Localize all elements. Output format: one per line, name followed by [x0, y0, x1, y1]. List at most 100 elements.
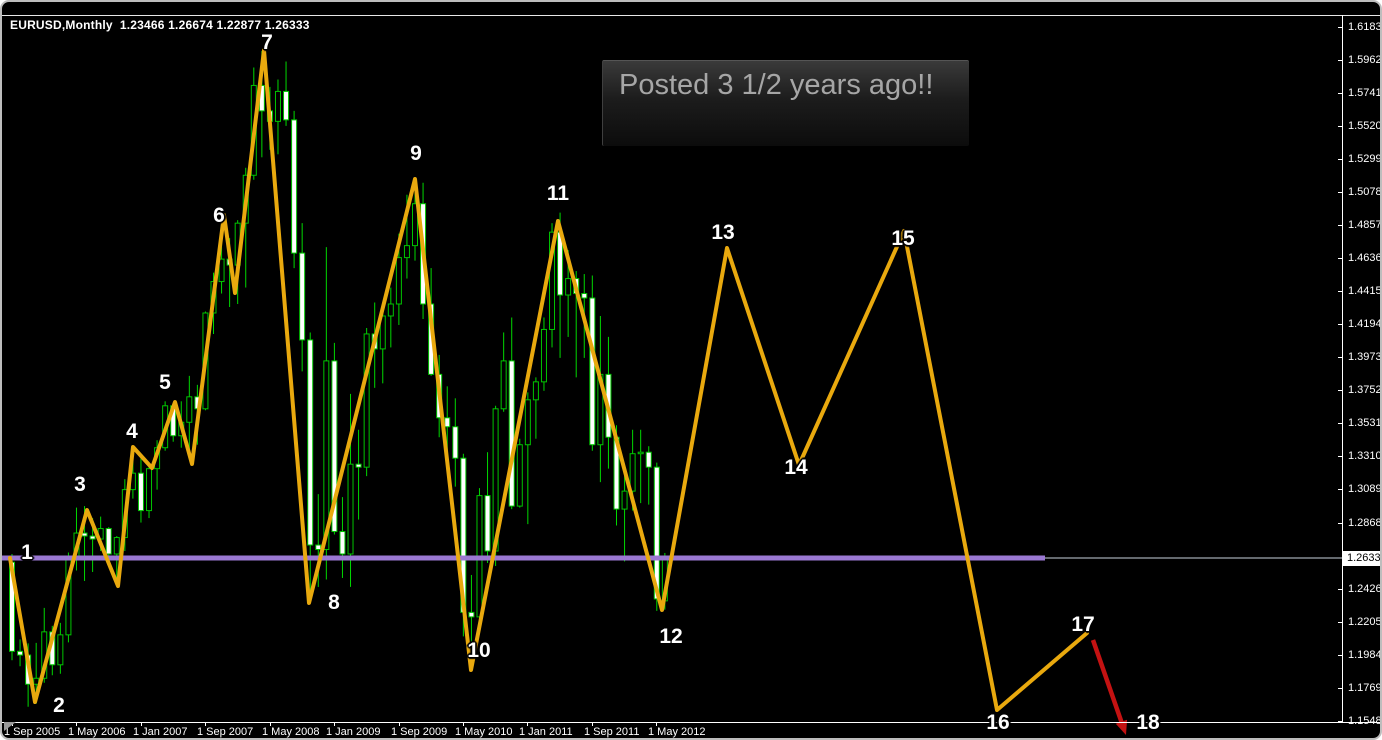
price-tick-dash: [1338, 721, 1342, 722]
zigzag-point-label-14: 14: [784, 456, 808, 479]
zigzag-pattern-line[interactable]: [8, 48, 1089, 712]
price-tick-dash: [1338, 60, 1342, 61]
price-tick-label: 1.22050: [1348, 616, 1382, 628]
bear-candle-body: [283, 90, 290, 121]
price-tick-label: 1.55200: [1348, 120, 1382, 132]
price-tick-label: 1.48570: [1348, 219, 1382, 231]
price-tick-dash: [1338, 126, 1342, 127]
price-tick-dash: [1338, 589, 1342, 590]
bear-candle-body: [645, 451, 652, 468]
price-tick-dash: [1338, 159, 1342, 160]
date-tick-label: 1 Jan 2009: [326, 726, 381, 738]
bear-candle-body: [355, 463, 362, 468]
date-tick-dash: [527, 722, 528, 726]
price-tick-dash: [1338, 27, 1342, 28]
date-tick-dash: [270, 722, 271, 726]
zigzag-point-label-18: 18: [1136, 711, 1160, 734]
price-tick-dash: [1338, 489, 1342, 490]
date-tick-label: 1 May 2012: [648, 726, 706, 738]
bear-candle-body: [105, 528, 112, 555]
zigzag-point-label-6: 6: [213, 204, 225, 227]
support-resistance-line[interactable]: [2, 555, 1045, 561]
price-tick-label: 1.50780: [1348, 186, 1382, 198]
zigzag-point-label-5: 5: [159, 371, 171, 394]
bear-candle-body: [81, 532, 88, 537]
zigzag-point-label-16: 16: [986, 711, 1010, 734]
forecast-arrow-head: [1115, 719, 1128, 735]
price-tick-dash: [1338, 390, 1342, 391]
bull-candle-body: [57, 634, 64, 666]
price-tick-dash: [1338, 291, 1342, 292]
zigzag-point-label-9: 9: [410, 142, 422, 165]
price-tick-label: 1.15485: [1348, 715, 1382, 727]
date-tick-label: 1 May 2006: [68, 726, 126, 738]
date-tick-label: 1 May 2008: [262, 726, 320, 738]
price-tick-dash: [1338, 357, 1342, 358]
price-tick-label: 1.33100: [1348, 450, 1382, 462]
bear-candle-body: [468, 611, 475, 618]
bull-candle-body: [33, 677, 40, 685]
price-axis-border: [1342, 15, 1343, 723]
price-tick-label: 1.59620: [1348, 54, 1382, 66]
bull-candle-body: [403, 245, 410, 259]
price-tick-label: 1.28680: [1348, 517, 1382, 529]
bear-candle-body: [17, 650, 24, 656]
bull-candle-body: [565, 278, 572, 296]
zigzag-point-label-2: 2: [53, 694, 65, 717]
bull-candle-body: [532, 381, 539, 401]
price-tick-dash: [1338, 622, 1342, 623]
zigzag-point-label-15: 15: [891, 227, 915, 250]
bull-candle-body: [186, 396, 193, 423]
price-tick-label: 1.46360: [1348, 252, 1382, 264]
date-tick-dash: [334, 722, 335, 726]
price-tick-label: 1.35310: [1348, 417, 1382, 429]
bear-candle-body: [89, 535, 96, 540]
bull-candle-body: [524, 399, 531, 446]
chart-frame-top: [2, 15, 1380, 16]
price-tick-dash: [1338, 655, 1342, 656]
bear-candle-body: [339, 531, 346, 555]
date-tick-label: 1 Jan 2011: [519, 726, 573, 738]
price-tick-dash: [1338, 688, 1342, 689]
date-tick-dash: [463, 722, 464, 726]
bull-candle-body: [323, 360, 330, 551]
zigzag-point-label-17: 17: [1071, 613, 1095, 636]
bear-candle-body: [307, 339, 314, 546]
bull-candle-body: [387, 303, 394, 317]
bear-candle-body: [452, 426, 459, 459]
date-tick-dash: [141, 722, 142, 726]
zigzag-point-label-10: 10: [467, 639, 491, 662]
price-tick-dash: [1338, 324, 1342, 325]
bull-candle-body: [412, 203, 418, 247]
bull-candle-body: [500, 360, 507, 410]
price-tick-label: 1.57410: [1348, 87, 1382, 99]
price-tick-dash: [1338, 93, 1342, 94]
bear-candle-body: [444, 417, 451, 428]
price-tick-dash: [1338, 456, 1342, 457]
bull-candle-body: [113, 537, 120, 555]
zigzag-point-label-1: 1: [21, 541, 33, 564]
zigzag-point-label-8: 8: [328, 591, 340, 614]
bear-candle-body: [508, 360, 515, 507]
date-tick-dash: [656, 722, 657, 726]
date-tick-label: 1 Jan 2007: [133, 726, 188, 738]
price-tick-dash: [1338, 523, 1342, 524]
bear-candle-body: [484, 495, 491, 552]
current-price-tag: 1.26333: [1343, 551, 1380, 566]
price-tick-label: 1.37520: [1348, 384, 1382, 396]
price-tick-label: 1.30890: [1348, 483, 1382, 495]
price-tick-label: 1.61830: [1348, 21, 1382, 33]
zigzag-point-label-4: 4: [126, 420, 138, 443]
bull-candle-body: [218, 258, 225, 283]
zigzag-point-label-11: 11: [546, 182, 570, 205]
bear-candle-body: [589, 297, 596, 446]
bull-candle-body: [637, 451, 644, 455]
bear-candle-body: [331, 360, 338, 533]
posted-note-text: Posted 3 1/2 years ago!!: [619, 69, 934, 101]
forecast-arrow-shaft[interactable]: [1090, 639, 1125, 727]
bull-candle-body: [146, 468, 153, 512]
bull-candle-body: [274, 90, 281, 122]
bear-candle-body: [291, 119, 298, 254]
